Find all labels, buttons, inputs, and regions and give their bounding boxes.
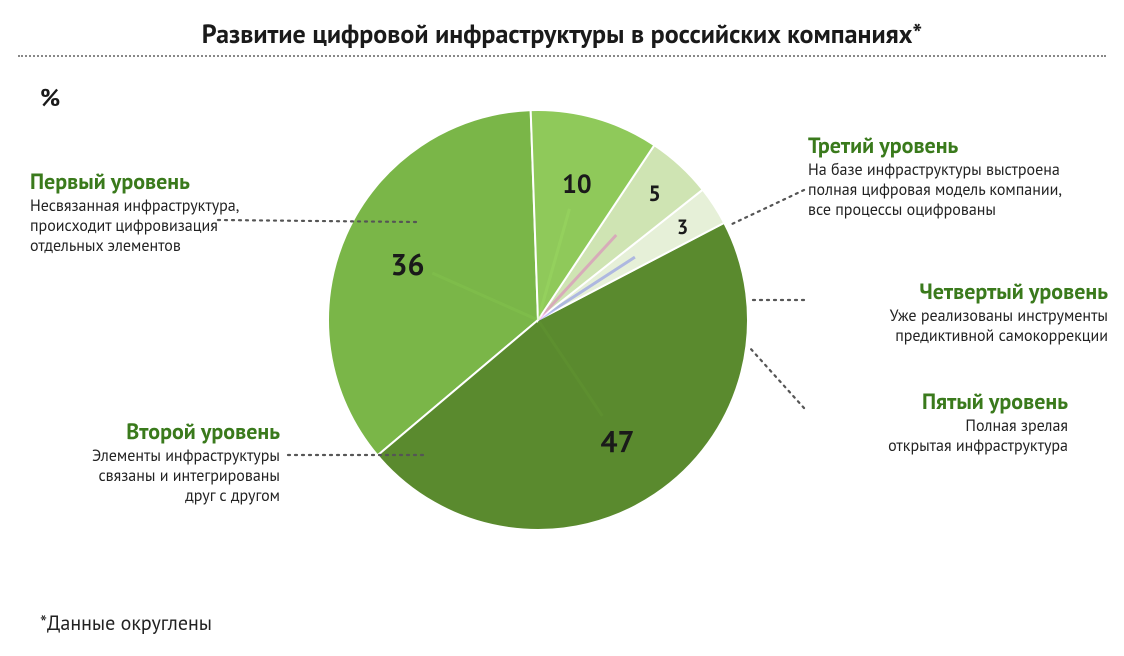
- slice-value-level4: 5: [635, 180, 675, 208]
- annotation-title: Первый уровень: [30, 168, 239, 196]
- slice-value-level5: 3: [662, 214, 702, 240]
- annotation-desc: Полная зрелаяоткрытая инфраструктура: [808, 416, 1068, 456]
- annotation-desc: Элементы инфраструктурысвязаны и интегри…: [30, 446, 280, 506]
- annotation-level4: Четвертый уровеньУже реализованы инструм…: [808, 278, 1108, 346]
- slice-value-level2: 47: [598, 422, 638, 461]
- annotation-level2: Второй уровеньЭлементы инфраструктурысвя…: [30, 418, 280, 506]
- annotation-desc: Несвязанная инфраструктура,происходит ци…: [30, 196, 239, 256]
- annotation-level3: Третий уровеньНа базе инфраструктуры выс…: [808, 132, 1062, 220]
- leader-level3: [730, 190, 804, 225]
- annotation-level5: Пятый уровеньПолная зрелаяоткрытая инфра…: [808, 388, 1068, 456]
- annotation-desc: На базе инфраструктуры выстроенаполная ц…: [808, 160, 1062, 220]
- footnote: *Данные округлены: [40, 610, 212, 636]
- leader-level5: [750, 348, 804, 408]
- slice-value-level1: 36: [387, 245, 427, 284]
- slice-value-level3: 10: [557, 168, 597, 201]
- annotation-title: Второй уровень: [30, 418, 280, 446]
- annotation-level1: Первый уровеньНесвязанная инфраструктура…: [30, 168, 239, 256]
- annotation-title: Четвертый уровень: [808, 278, 1108, 306]
- annotation-title: Пятый уровень: [808, 388, 1068, 416]
- annotation-desc: Уже реализованы инструментыпредиктивной …: [808, 306, 1108, 346]
- annotation-title: Третий уровень: [808, 132, 1062, 160]
